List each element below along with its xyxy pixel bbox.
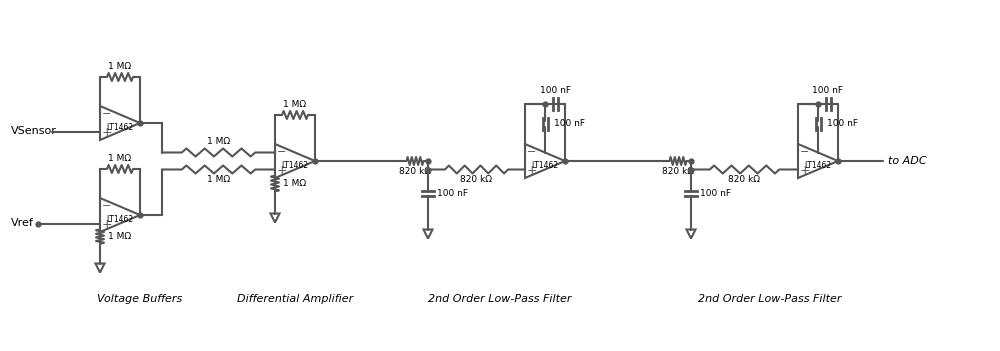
Text: +: + xyxy=(102,126,112,139)
Text: 2nd Order Low-Pass Filter: 2nd Order Low-Pass Filter xyxy=(698,294,842,304)
Text: 1 MΩ: 1 MΩ xyxy=(108,62,132,71)
Text: 820 kΩ: 820 kΩ xyxy=(662,167,694,176)
Text: 820 kΩ: 820 kΩ xyxy=(728,176,761,185)
Text: 2nd Order Low-Pass Filter: 2nd Order Low-Pass Filter xyxy=(428,294,572,304)
Text: LT1462: LT1462 xyxy=(106,214,134,224)
Text: 100 nF: 100 nF xyxy=(437,188,468,198)
Text: −: − xyxy=(527,146,537,157)
Text: −: − xyxy=(102,200,112,211)
Text: 1 MΩ: 1 MΩ xyxy=(283,100,307,109)
Text: LT1462: LT1462 xyxy=(281,160,309,170)
Text: Differential Amplifier: Differential Amplifier xyxy=(237,294,353,304)
Text: 820 kΩ: 820 kΩ xyxy=(460,176,492,185)
Text: 100 nF: 100 nF xyxy=(812,86,844,95)
Text: +: + xyxy=(277,164,287,177)
Text: 100 nF: 100 nF xyxy=(700,188,731,198)
Text: +: + xyxy=(102,218,112,231)
Text: 820 kΩ: 820 kΩ xyxy=(399,167,431,176)
Text: LT1462: LT1462 xyxy=(106,122,134,132)
Text: Voltage Buffers: Voltage Buffers xyxy=(97,294,183,304)
Text: 100 nF: 100 nF xyxy=(540,86,570,95)
Text: Vref: Vref xyxy=(11,219,34,229)
Text: +: + xyxy=(800,164,810,177)
Text: −: − xyxy=(277,146,287,157)
Polygon shape xyxy=(275,144,315,178)
Text: LT1462: LT1462 xyxy=(531,160,559,170)
Text: 100 nF: 100 nF xyxy=(827,119,858,128)
Polygon shape xyxy=(100,106,140,140)
Text: to ADC: to ADC xyxy=(888,156,927,166)
Text: VSensor: VSensor xyxy=(11,126,57,137)
Text: +: + xyxy=(527,164,537,177)
Text: −: − xyxy=(800,146,810,157)
Text: 1 MΩ: 1 MΩ xyxy=(283,179,306,188)
Text: 1 MΩ: 1 MΩ xyxy=(108,154,132,163)
Text: 100 nF: 100 nF xyxy=(554,119,585,128)
Text: 1 MΩ: 1 MΩ xyxy=(207,138,230,146)
Text: −: − xyxy=(102,108,112,119)
Text: LT1462: LT1462 xyxy=(804,160,832,170)
Polygon shape xyxy=(798,144,838,178)
Text: 1 MΩ: 1 MΩ xyxy=(207,176,230,185)
Polygon shape xyxy=(525,144,565,178)
Text: 1 MΩ: 1 MΩ xyxy=(108,232,131,241)
Polygon shape xyxy=(100,198,140,232)
